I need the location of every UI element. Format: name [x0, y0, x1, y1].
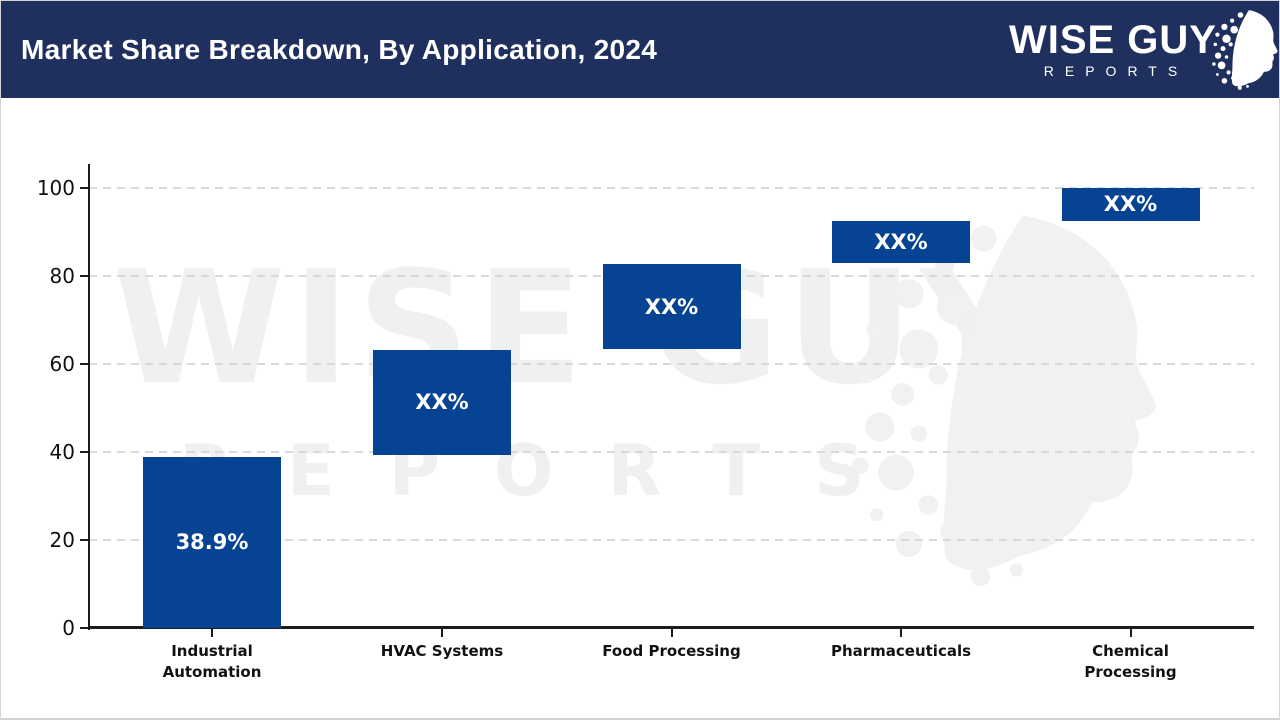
header: Market Share Breakdown, By Application, …	[1, 1, 1279, 98]
y-tick	[80, 539, 89, 541]
brand-face-icon	[1209, 8, 1279, 92]
y-tick-label: 60	[49, 352, 75, 376]
brand-logo: WISE GUY REPORTS	[1009, 1, 1279, 98]
bar	[602, 264, 741, 350]
brand-subname: REPORTS	[1043, 63, 1189, 79]
plot-area: 0 20 40 60 80 100 38.9% Industrial Automation XX%…	[1, 98, 1279, 718]
x-category-line: Pharmaceuticals	[830, 642, 972, 660]
y-tick	[80, 275, 89, 277]
bar	[1061, 188, 1200, 221]
x-category-label: HVAC Systems	[327, 641, 557, 662]
bar-label: XX%	[1103, 192, 1158, 217]
y-tick-label: 20	[49, 528, 75, 552]
bar	[373, 349, 511, 455]
x-category-line: Industrial	[171, 642, 253, 660]
gridline	[89, 451, 1254, 453]
x-category-label: Chemical Processing	[1016, 641, 1246, 683]
x-category-line: Food Processing	[602, 642, 741, 660]
x-tick	[900, 629, 902, 637]
y-tick	[80, 627, 89, 629]
gridline	[89, 539, 1254, 541]
brand-text: WISE GUY REPORTS	[1009, 20, 1217, 79]
bar-label: XX%	[874, 229, 928, 254]
brand-name: WISE GUY	[1008, 18, 1217, 62]
x-tick	[1129, 629, 1132, 637]
x-category-label: Pharmaceuticals	[786, 641, 1016, 662]
y-tick-label: 0	[62, 616, 75, 640]
y-axis	[88, 164, 90, 630]
x-category-line: Chemical	[1092, 642, 1169, 660]
gridline	[89, 363, 1254, 365]
y-tick	[80, 363, 89, 365]
y-tick-label: 80	[49, 264, 75, 288]
bar	[143, 456, 281, 628]
x-axis	[88, 626, 1254, 629]
x-category-line: Processing	[1084, 663, 1177, 681]
x-tick	[670, 629, 673, 637]
x-category-line: HVAC Systems	[380, 642, 504, 660]
x-category-label: Food Processing	[557, 641, 787, 662]
waterfall-chart: WISE GUY REPORTS 0 20 40 60 80 100 38.9% Indust…	[1, 98, 1279, 718]
x-tick	[441, 629, 443, 637]
y-tick-label: 40	[49, 440, 75, 464]
x-category-line: Automation	[162, 663, 262, 681]
bar-label: XX%	[415, 390, 469, 415]
x-tick	[211, 629, 213, 637]
page-title: Market Share Breakdown, By Application, …	[21, 33, 658, 65]
y-tick	[80, 451, 89, 453]
y-tick	[80, 187, 89, 189]
bar-label: XX%	[644, 294, 699, 319]
bar-label: 38.9%	[175, 530, 249, 555]
gridline	[89, 187, 1254, 189]
x-category-label: Industrial Automation	[97, 641, 327, 683]
y-tick-label: 100	[36, 176, 75, 200]
